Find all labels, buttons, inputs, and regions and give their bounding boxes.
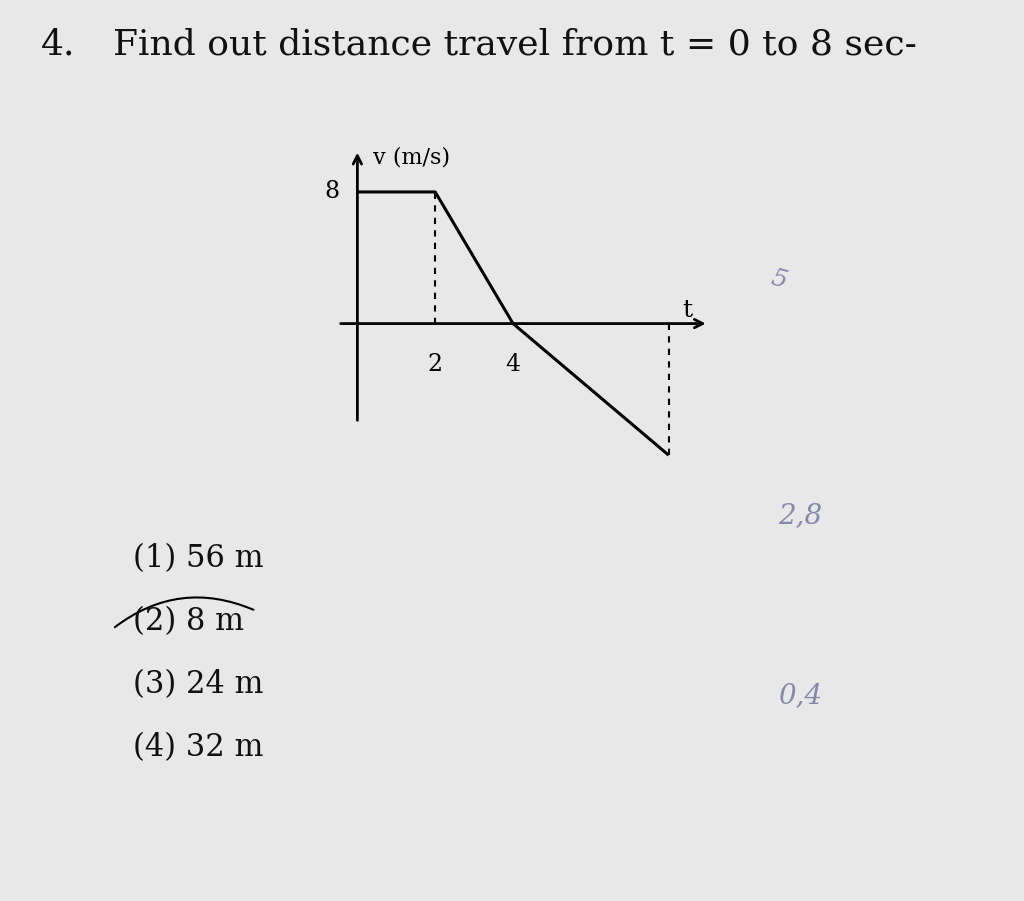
Text: (1) 56 m: (1) 56 m: [133, 543, 264, 574]
Text: 4: 4: [506, 353, 520, 377]
Text: 8: 8: [325, 180, 340, 204]
Text: (2) 8 m: (2) 8 m: [133, 606, 245, 637]
Text: (3) 24 m: (3) 24 m: [133, 669, 263, 700]
Text: 2: 2: [428, 353, 442, 377]
Text: 0,4: 0,4: [778, 682, 822, 709]
Text: 2,8: 2,8: [778, 502, 822, 529]
Text: v (m/s): v (m/s): [373, 147, 451, 168]
Text: 5: 5: [768, 267, 790, 294]
Text: t: t: [683, 299, 693, 322]
Text: Find out distance travel from t = 0 to 8 sec-: Find out distance travel from t = 0 to 8…: [113, 27, 916, 61]
Text: (4) 32 m: (4) 32 m: [133, 733, 263, 763]
Text: 4.: 4.: [41, 27, 76, 61]
